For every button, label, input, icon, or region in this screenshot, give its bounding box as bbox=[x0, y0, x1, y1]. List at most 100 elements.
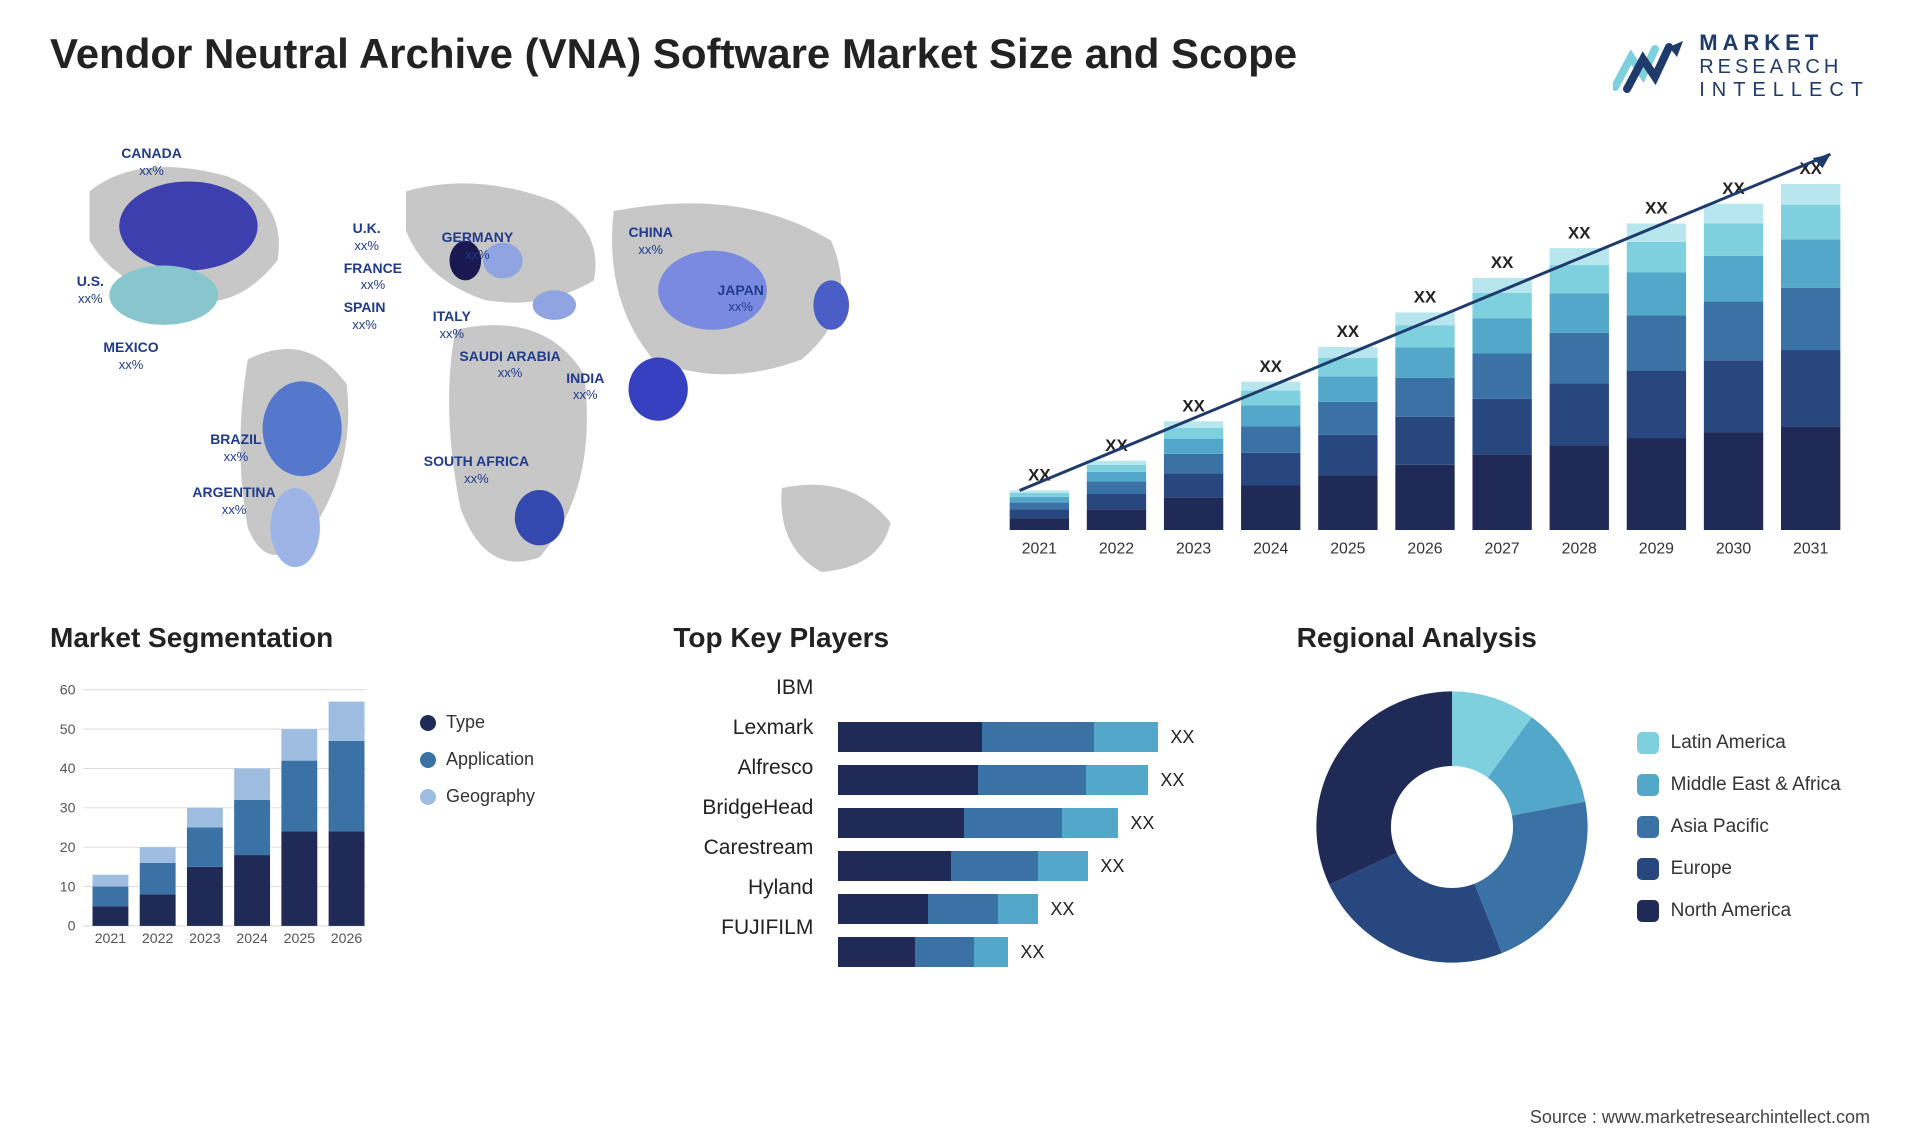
region-label: North America bbox=[1671, 900, 1791, 922]
region-legend-item: Europe bbox=[1637, 858, 1841, 880]
svg-text:2029: 2029 bbox=[1639, 541, 1674, 558]
player-name: IBM bbox=[673, 676, 813, 700]
region-legend-item: North America bbox=[1637, 900, 1841, 922]
segmentation-legend: Type Application Geography bbox=[420, 712, 535, 807]
player-bar-segment bbox=[928, 894, 998, 924]
region-swatch bbox=[1637, 816, 1659, 838]
svg-text:2025: 2025 bbox=[1330, 541, 1365, 558]
growth-bar-chart: 2021XX2022XX2023XX2024XX2025XX2026XX2027… bbox=[980, 132, 1870, 572]
player-name: BridgeHead bbox=[673, 796, 813, 820]
legend-swatch bbox=[420, 715, 436, 731]
svg-text:2026: 2026 bbox=[331, 931, 363, 947]
source-footer: Source : www.marketresearchintellect.com bbox=[1530, 1107, 1870, 1128]
country-label: ARGENTINAxx% bbox=[192, 484, 275, 518]
player-bar-segment bbox=[998, 894, 1038, 924]
player-bar-segment bbox=[1086, 765, 1148, 795]
svg-text:XX: XX bbox=[1337, 322, 1360, 341]
player-bar-segment bbox=[838, 851, 951, 881]
player-bar-segment bbox=[838, 722, 982, 752]
region-swatch bbox=[1637, 900, 1659, 922]
legend-label: Geography bbox=[446, 786, 535, 807]
logo-line-3: INTELLECT bbox=[1699, 79, 1870, 102]
player-bar-row: XX bbox=[838, 808, 1246, 838]
svg-text:2025: 2025 bbox=[284, 931, 316, 947]
player-bar-segment bbox=[838, 765, 978, 795]
player-bar-segment bbox=[838, 808, 964, 838]
country-label: SPAINxx% bbox=[344, 299, 386, 333]
logo-line-2: RESEARCH bbox=[1699, 56, 1870, 79]
region-label: Middle East & Africa bbox=[1671, 774, 1841, 796]
svg-text:2027: 2027 bbox=[1485, 541, 1520, 558]
svg-text:XX: XX bbox=[1182, 396, 1205, 415]
key-players-list: IBMLexmarkAlfrescoBridgeHeadCarestreamHy… bbox=[673, 676, 813, 967]
svg-text:XX: XX bbox=[1568, 223, 1591, 242]
legend-label: Application bbox=[446, 749, 534, 770]
svg-text:2021: 2021 bbox=[1022, 541, 1057, 558]
player-name: Lexmark bbox=[673, 716, 813, 740]
svg-text:XX: XX bbox=[1260, 357, 1283, 376]
player-bar-segment bbox=[838, 937, 915, 967]
regional-title: Regional Analysis bbox=[1297, 622, 1870, 654]
region-label: Latin America bbox=[1671, 732, 1786, 754]
player-bar-row: XX bbox=[838, 722, 1246, 752]
country-label: CHINAxx% bbox=[629, 224, 673, 258]
logo-icon bbox=[1613, 37, 1685, 95]
page-title: Vendor Neutral Archive (VNA) Software Ma… bbox=[50, 30, 1297, 78]
country-label: U.K.xx% bbox=[353, 220, 381, 254]
country-label: MEXICOxx% bbox=[103, 339, 158, 373]
country-label: INDIAxx% bbox=[566, 370, 604, 404]
player-bar-segment bbox=[1038, 851, 1088, 881]
svg-text:2023: 2023 bbox=[189, 931, 221, 947]
player-bar bbox=[838, 937, 1008, 967]
legend-swatch bbox=[420, 789, 436, 805]
player-bar-value: XX bbox=[1100, 856, 1124, 877]
legend-label: Type bbox=[446, 712, 485, 733]
svg-text:XX: XX bbox=[1491, 253, 1514, 272]
player-bar bbox=[838, 765, 1148, 795]
svg-text:2024: 2024 bbox=[236, 931, 268, 947]
country-label: BRAZILxx% bbox=[210, 431, 261, 465]
player-bar-value: XX bbox=[1050, 899, 1074, 920]
svg-text:10: 10 bbox=[60, 879, 76, 895]
country-label: FRANCExx% bbox=[344, 260, 402, 294]
player-bar-segment bbox=[915, 937, 975, 967]
growth-chart: 2021XX2022XX2023XX2024XX2025XX2026XX2027… bbox=[980, 132, 1870, 572]
regional-panel: Regional Analysis Latin America Middle Ea… bbox=[1297, 622, 1870, 982]
svg-text:2026: 2026 bbox=[1407, 541, 1442, 558]
country-label: GERMANYxx% bbox=[442, 229, 514, 263]
logo-line-1: MARKET bbox=[1699, 30, 1870, 56]
country-label: SAUDI ARABIAxx% bbox=[459, 348, 560, 382]
svg-text:XX: XX bbox=[1414, 288, 1437, 307]
brand-logo: MARKET RESEARCH INTELLECT bbox=[1613, 30, 1870, 102]
svg-text:2028: 2028 bbox=[1562, 541, 1597, 558]
country-label: JAPANxx% bbox=[718, 282, 764, 316]
svg-text:30: 30 bbox=[60, 801, 76, 817]
legend-swatch bbox=[420, 752, 436, 768]
player-name: Hyland bbox=[673, 876, 813, 900]
player-bar-segment bbox=[964, 808, 1062, 838]
region-legend-item: Latin America bbox=[1637, 732, 1841, 754]
player-bar bbox=[838, 808, 1118, 838]
player-name: FUJIFILM bbox=[673, 916, 813, 940]
segmentation-title: Market Segmentation bbox=[50, 622, 623, 654]
region-legend-item: Middle East & Africa bbox=[1637, 774, 1841, 796]
player-bar-row: XX bbox=[838, 765, 1246, 795]
svg-text:60: 60 bbox=[60, 683, 76, 699]
svg-text:XX: XX bbox=[1645, 199, 1668, 218]
region-legend-item: Asia Pacific bbox=[1637, 816, 1841, 838]
regional-donut-chart bbox=[1297, 672, 1607, 982]
svg-text:0: 0 bbox=[68, 919, 76, 935]
player-bar-segment bbox=[974, 937, 1008, 967]
region-swatch bbox=[1637, 774, 1659, 796]
player-bar-segment bbox=[982, 722, 1094, 752]
svg-text:40: 40 bbox=[60, 761, 76, 777]
svg-text:2023: 2023 bbox=[1176, 541, 1211, 558]
player-bar-segment bbox=[1094, 722, 1158, 752]
svg-text:2021: 2021 bbox=[95, 931, 127, 947]
player-bar-segment bbox=[978, 765, 1087, 795]
header: Vendor Neutral Archive (VNA) Software Ma… bbox=[50, 30, 1870, 102]
segmentation-bar-chart: 0102030405060202120222023202420252026 bbox=[50, 672, 390, 972]
country-label: U.S.xx% bbox=[77, 273, 104, 307]
player-bar-value: XX bbox=[1170, 727, 1194, 748]
player-name: Alfresco bbox=[673, 756, 813, 780]
